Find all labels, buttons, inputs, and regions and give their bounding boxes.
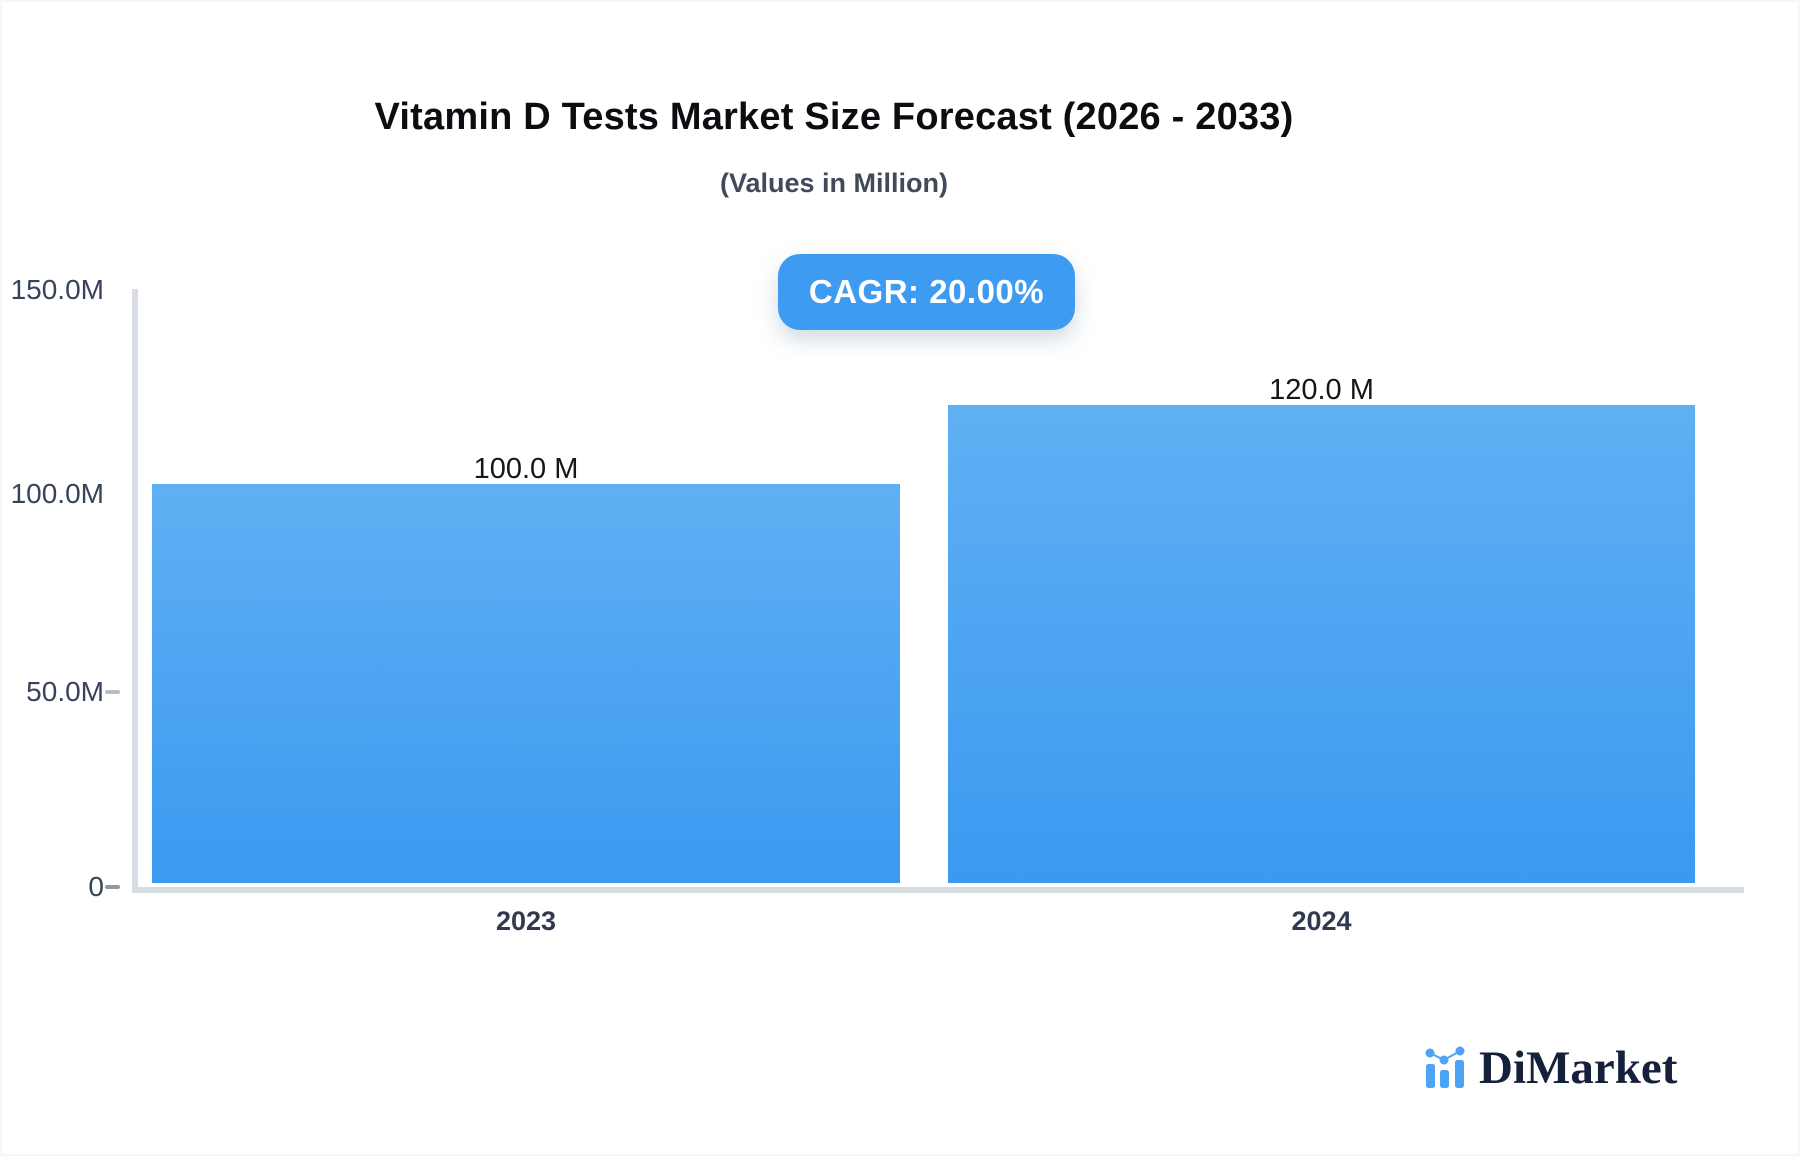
y-tick-label-0: 0	[88, 871, 104, 902]
bar-value-label-2024: 120.0 M	[1269, 374, 1374, 406]
bar-2023	[152, 484, 900, 883]
bar-chart-trend-icon	[1423, 1044, 1467, 1093]
y-tick-mark-50m	[105, 690, 120, 694]
x-category-label-2023: 2023	[495, 906, 557, 936]
y-tick-mark-0	[105, 885, 120, 889]
y-tick-label-100m: 100.0M	[10, 478, 104, 509]
y-tick-label-50m: 50.0M	[26, 676, 104, 707]
bar-value-label-2023: 100.0 M	[473, 453, 579, 485]
x-axis-line	[132, 887, 1744, 893]
cagr-badge: CAGR: 20.00%	[778, 254, 1075, 330]
y-axis-line	[132, 289, 138, 893]
x-category-label-2024: 2024	[1291, 906, 1352, 936]
brand-logo: DiMarket	[1423, 1042, 1677, 1094]
bar-2024	[948, 405, 1695, 883]
brand-logo-text: DiMarket	[1479, 1042, 1678, 1094]
chart-title: Vitamin D Tests Market Size Forecast (20…	[374, 96, 1294, 138]
chart-subtitle: (Values in Million)	[719, 168, 949, 198]
y-tick-label-150m: 150.0M	[10, 274, 104, 305]
